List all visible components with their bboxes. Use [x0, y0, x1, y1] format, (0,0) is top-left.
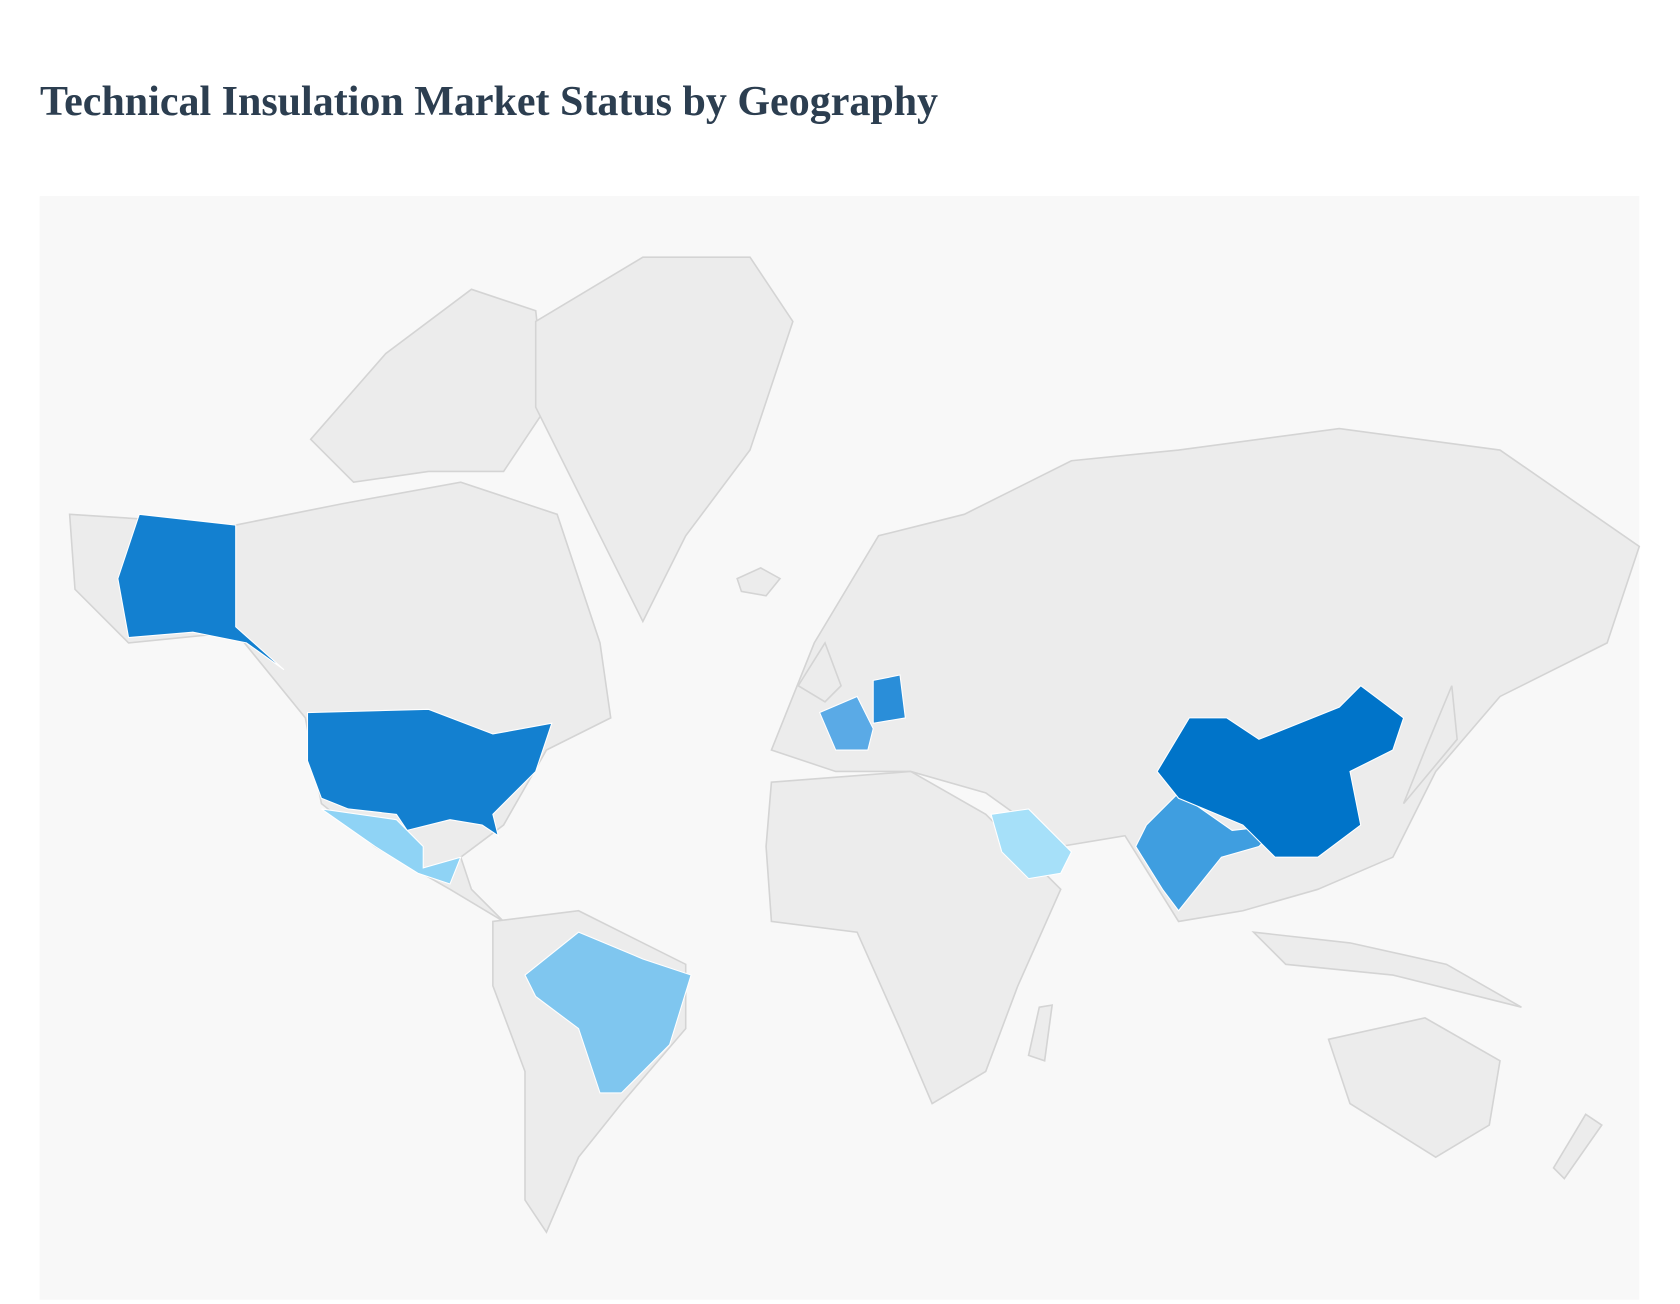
country — [524, 931, 692, 1094]
country — [990, 808, 1073, 880]
country — [306, 708, 553, 837]
country — [818, 695, 874, 751]
country — [117, 513, 285, 671]
australia — [1327, 1017, 1501, 1159]
country — [1135, 792, 1282, 912]
highlighted-countries — [117, 513, 1405, 1094]
africa — [765, 770, 1062, 1105]
country — [1156, 685, 1405, 858]
new-zealand — [1552, 1113, 1603, 1180]
madagascar — [1027, 1004, 1054, 1062]
iceland — [736, 566, 782, 597]
southeast-asia — [1251, 931, 1522, 1008]
country — [321, 808, 462, 885]
page-title: Technical Insulation Market Status by Ge… — [40, 79, 939, 125]
greenland — [534, 256, 794, 624]
japan — [1402, 685, 1458, 805]
country — [872, 674, 906, 724]
uk — [797, 641, 843, 703]
